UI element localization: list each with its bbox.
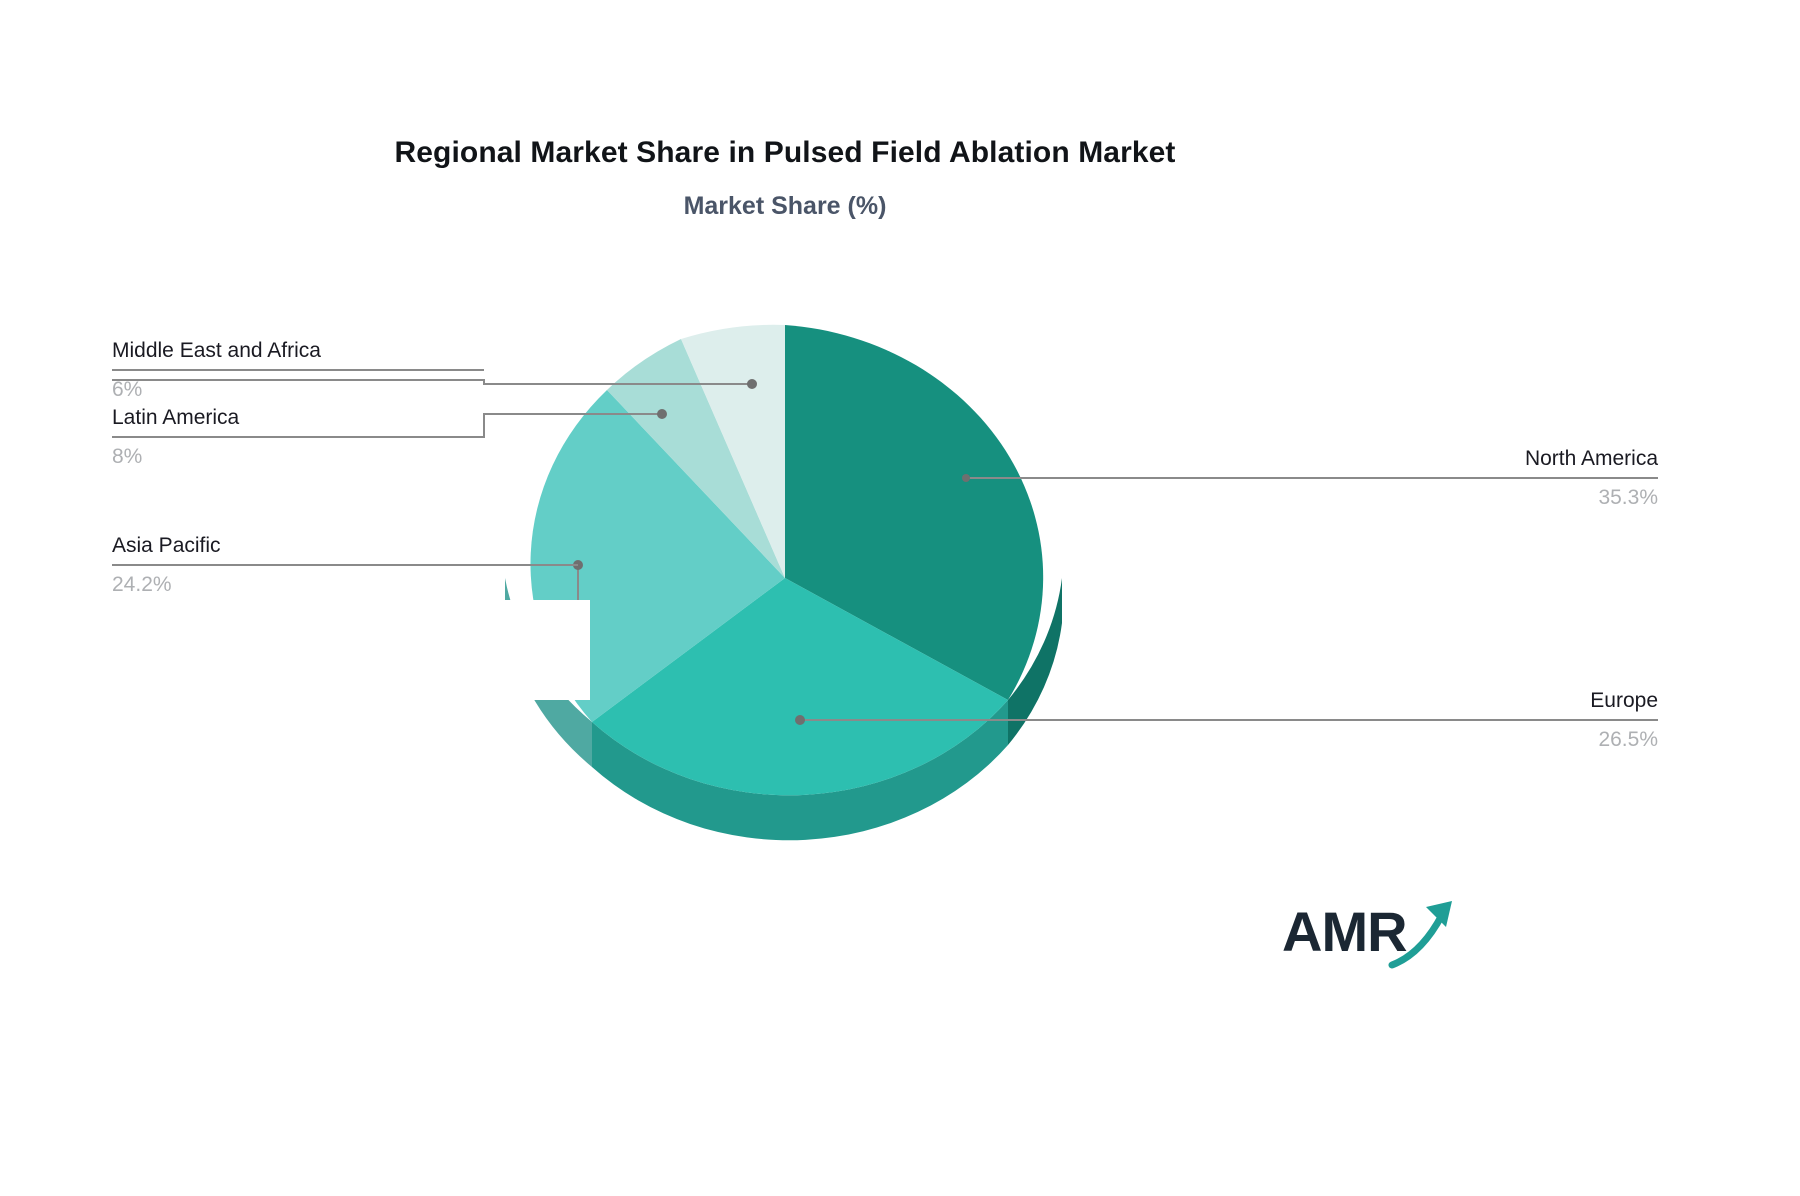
leader-dot-middle-east-and-africa — [747, 379, 757, 389]
amr-arrow-icon — [1388, 901, 1452, 969]
pie-depth-europe — [592, 700, 1008, 841]
callout-rule-europe — [1258, 719, 1658, 722]
pie-depth-asia-pacific — [505, 578, 592, 767]
callout-label-asia-pacific: Asia Pacific — [112, 534, 221, 557]
callout-value-latin-america: 8% — [112, 445, 143, 469]
leader-dot-europe — [795, 715, 805, 725]
pie-slice-north-america[interactable] — [785, 325, 1044, 700]
leader-dot-asia-pacific — [573, 560, 583, 570]
callout-rule-asia-pacific — [112, 564, 578, 567]
callout-value-asia-pacific: 24.2% — [112, 573, 172, 597]
pie-depth-faces — [505, 578, 1062, 841]
callout-europe[interactable]: Europe 26.5% — [1258, 688, 1658, 753]
callout-rule-latin-america — [112, 436, 484, 439]
leader-dot-latin-america — [657, 409, 667, 419]
amr-logo-text: AMR — [1282, 900, 1408, 963]
callout-rule-middle-east-and-africa — [112, 369, 484, 372]
callout-value-europe: 26.5% — [1598, 728, 1658, 752]
callout-label-middle-east-and-africa: Middle East and Africa — [112, 339, 321, 362]
callout-rule-north-america — [1258, 477, 1658, 480]
callout-asia-pacific[interactable]: Asia Pacific 24.2% — [112, 533, 578, 598]
callout-latin-america[interactable]: Latin America 8% — [112, 405, 484, 470]
chart-title: Regional Market Share in Pulsed Field Ab… — [394, 136, 1176, 169]
leader-dot-north-america — [962, 474, 970, 482]
chart-subtitle: Market Share (%) — [683, 192, 887, 220]
pie-slice-latin-america[interactable] — [607, 339, 785, 578]
leader-dots — [573, 379, 970, 725]
callout-north-america[interactable]: North America 35.3% — [1258, 446, 1658, 511]
pie-depth-north-america — [1008, 578, 1062, 745]
pie-top-faces — [530, 324, 1044, 796]
pie-slice-middle-east-and-africa[interactable] — [681, 324, 785, 578]
callout-label-latin-america: Latin America — [112, 406, 240, 429]
pie-slice-europe[interactable] — [592, 578, 1008, 796]
leader-line-middle-east-and-africa — [112, 379, 750, 385]
callout-value-north-america: 35.3% — [1598, 486, 1658, 510]
callout-value-middle-east-and-africa: 6% — [112, 378, 143, 402]
amr-logo: AMR — [1282, 893, 1462, 971]
callout-label-europe: Europe — [1590, 689, 1658, 712]
callout-label-north-america: North America — [1524, 447, 1658, 470]
callout-middle-east-and-africa[interactable]: Middle East and Africa 6% — [112, 338, 484, 403]
pie-slice-asia-pacific[interactable] — [530, 390, 785, 722]
